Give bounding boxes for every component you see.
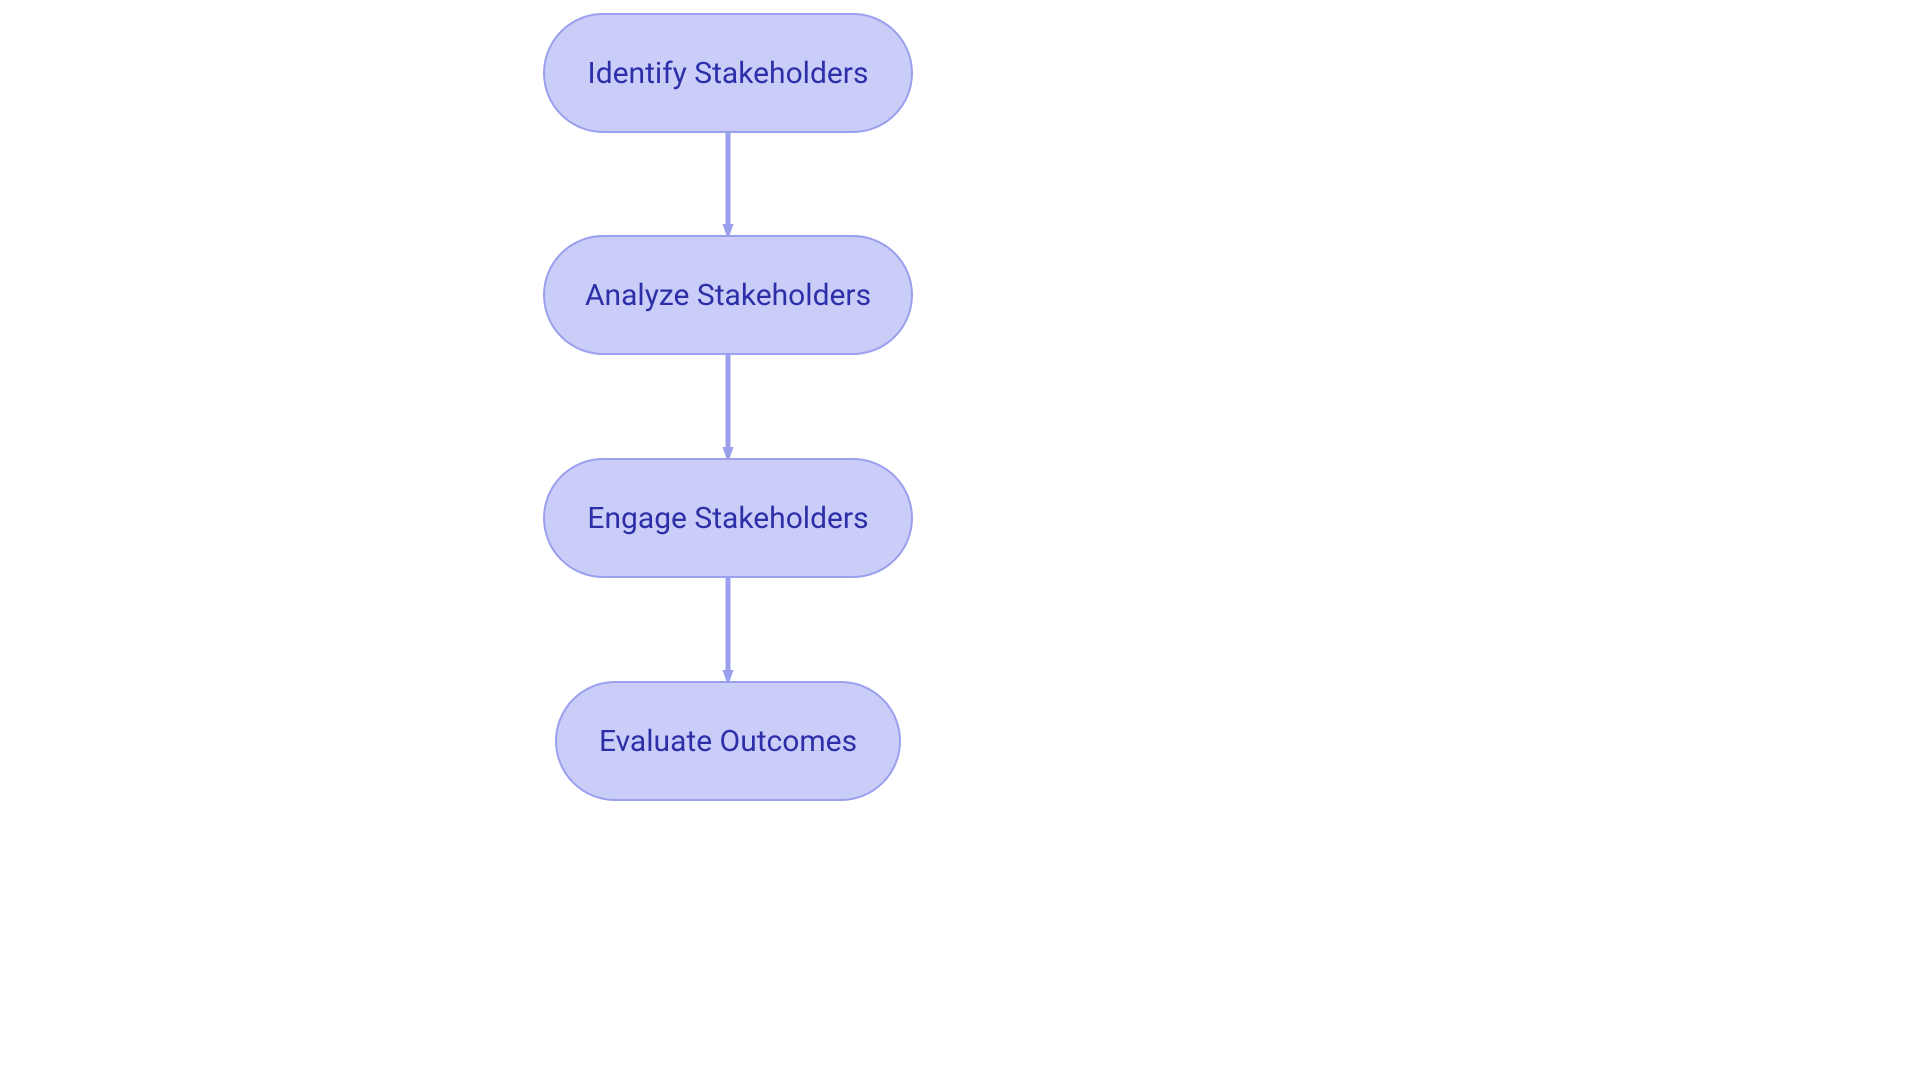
edge-layer [0,0,1920,1083]
flow-node-n3: Engage Stakeholders [543,458,913,578]
flowchart-canvas: Identify Stakeholders Analyze Stakeholder… [0,0,1920,1083]
flow-node-n1: Identify Stakeholders [543,13,913,133]
flow-node-label: Analyze Stakeholders [585,278,871,313]
flow-node-n4: Evaluate Outcomes [555,681,901,801]
flow-node-label: Identify Stakeholders [588,56,869,91]
flow-node-label: Engage Stakeholders [587,501,868,536]
flow-node-label: Evaluate Outcomes [599,724,857,759]
flow-node-n2: Analyze Stakeholders [543,235,913,355]
